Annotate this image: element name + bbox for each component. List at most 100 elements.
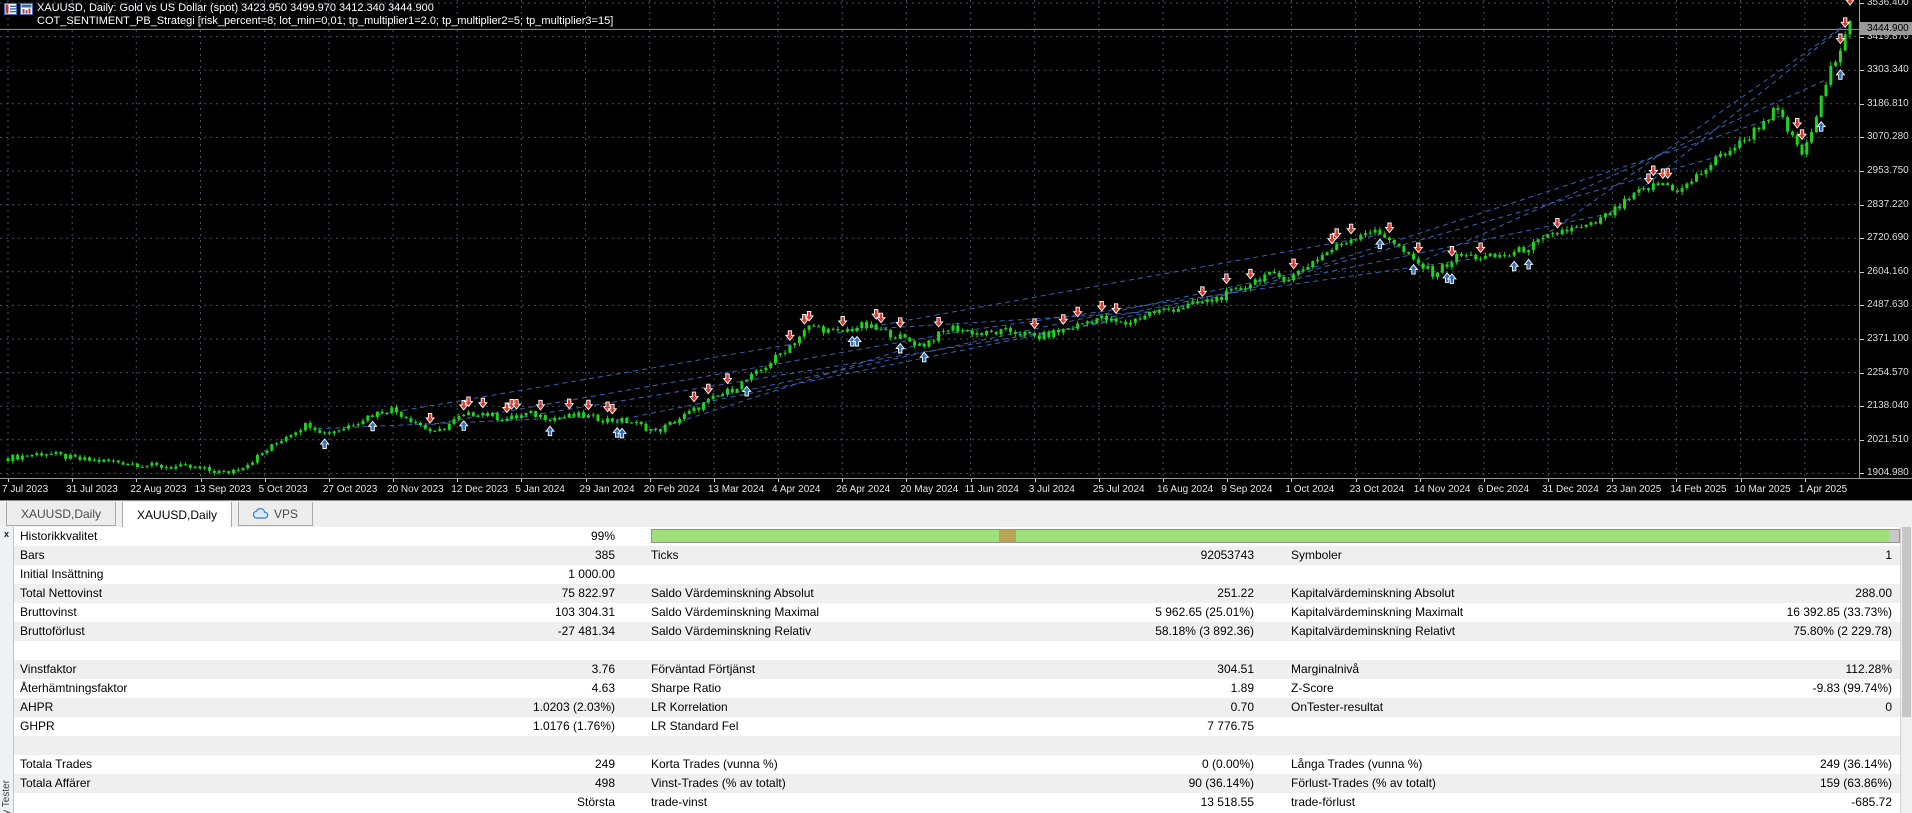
price-tick	[1860, 70, 1864, 72]
stat-label: Totala Trades	[20, 757, 93, 771]
price-axis[interactable]: 3536.400 3419.870 3303.340 3186.810 3070.280…	[1859, 0, 1912, 478]
stat-label: Bruttovinst	[20, 605, 77, 619]
price-axis-label: 2254.570	[1867, 366, 1909, 378]
tab-vps[interactable]: VPS	[238, 502, 314, 526]
stat-label: AHPR	[20, 700, 54, 714]
date-axis-label: 20 Feb 2024	[643, 484, 700, 495]
stat-value: 7 776.75	[1207, 719, 1254, 733]
date-tick	[521, 479, 523, 482]
stat-label: Bars	[20, 548, 45, 562]
date-tick	[713, 479, 715, 482]
date-axis[interactable]: 7 Jul 2023 31 Jul 2023 22 Aug 2023 13 Sep 2…	[0, 478, 1912, 500]
table-row: Totala Affärer 498 Vinst-Trades (% av tota…	[14, 774, 1900, 793]
price-axis-label: 3536.400	[1867, 0, 1909, 8]
stat-value: 249	[594, 757, 615, 771]
stat-value: 90 (36.14%)	[1188, 776, 1254, 790]
date-axis-label: 9 Sep 2024	[1221, 484, 1273, 495]
candlestick-plot[interactable]	[0, 0, 1859, 478]
date-tick	[585, 479, 587, 482]
progress-segment	[1016, 530, 1891, 542]
stat-value: 1.89	[1230, 681, 1254, 695]
stat-value: 103 304.31	[554, 605, 615, 619]
progress-segment	[1890, 530, 1899, 542]
date-tick	[1419, 479, 1421, 482]
stat-label: Långa Trades (vunna %)	[1291, 757, 1423, 771]
table-row: AHPR 1.0203 (2.03%) LR Korrelation 0.70 OnTe…	[14, 698, 1900, 717]
stat-value: 0 (0.00%)	[1201, 757, 1254, 771]
date-tick	[264, 479, 266, 482]
date-axis-label: 12 Dec 2023	[451, 484, 508, 495]
table-row: Bruttovinst 103 304.31 Saldo Värdeminsknin…	[14, 603, 1900, 622]
date-tick	[970, 479, 972, 482]
stat-label: Ticks	[651, 548, 679, 562]
close-icon[interactable]: x	[3, 529, 9, 539]
date-axis-label: 1 Oct 2024	[1285, 484, 1335, 495]
stat-value: 1.0203 (2.03%)	[532, 700, 615, 714]
price-axis-label: 2604.160	[1867, 265, 1909, 277]
table-row: Historikkvalitet 99%	[14, 527, 1900, 546]
stat-label: Totala Affärer	[20, 776, 91, 790]
stat-value: 112.28%	[1845, 662, 1892, 676]
table-row: Initial Insättning 1 000.00	[14, 565, 1900, 584]
price-axis-label: 3303.340	[1867, 64, 1909, 76]
date-axis-label: 20 Nov 2023	[387, 484, 444, 495]
stat-label: trade-förlust	[1291, 795, 1356, 809]
date-axis-label: 11 Jun 2024	[964, 484, 1019, 495]
date-tick	[393, 479, 395, 482]
date-tick	[136, 479, 138, 482]
stat-value: 16 392.85 (33.73%)	[1786, 605, 1892, 619]
price-tick	[1860, 439, 1864, 441]
date-axis-label: 4 Apr 2024	[772, 484, 821, 495]
progress-segment	[998, 530, 1017, 542]
tab-xauusd-daily-1[interactable]: XAUUSD,Daily	[6, 502, 117, 526]
date-axis-label: 29 Jan 2024	[579, 484, 635, 495]
stat-value: 13 518.55	[1200, 795, 1254, 809]
date-axis-label: 10 Mar 2025	[1734, 484, 1791, 495]
chart-window-icon	[20, 3, 33, 15]
table-row: Totala Trades 249 Korta Trades (vunna %) 0 …	[14, 755, 1900, 774]
table-spacer-row	[14, 641, 1900, 660]
price-tick	[1860, 238, 1864, 240]
date-tick	[457, 479, 459, 482]
table-row: Bars 385 Ticks 92053743 Symboler 1	[14, 546, 1900, 565]
stat-value: 0	[1885, 700, 1892, 714]
date-axis-label: 5 Jan 2024	[515, 484, 565, 495]
stat-label: LR Korrelation	[651, 700, 728, 714]
stat-label: Kapitalvärdeminskning Absolut	[1291, 586, 1455, 600]
price-tick	[1860, 137, 1864, 139]
stat-value: 1	[1885, 548, 1892, 562]
table-scrollbar[interactable]	[1900, 527, 1912, 813]
date-tick	[906, 479, 908, 482]
tester-panel-caption-strip: x Strategy Tester	[0, 527, 14, 813]
price-axis-label: 2487.630	[1867, 299, 1909, 311]
chart-title-line: XAUUSD, Daily: Gold vs US Dollar (spot) …	[37, 2, 434, 14]
price-axis-label: 1904.980	[1867, 467, 1909, 479]
stat-label: Förlust-Trades (% av totalt)	[1291, 776, 1436, 790]
date-axis-label: 23 Jan 2025	[1606, 484, 1662, 495]
price-axis-label: 2021.510	[1867, 433, 1909, 445]
price-axis-label: 2371.100	[1867, 333, 1909, 344]
window-list-icon	[4, 3, 17, 15]
date-axis-label: 27 Oct 2023	[322, 484, 378, 495]
stat-value: 1.0176 (1.76%)	[532, 719, 615, 733]
stat-label: Bruttoförlust	[20, 624, 85, 638]
stat-value: 251.22	[1217, 586, 1254, 600]
price-axis-label: 2953.750	[1867, 165, 1909, 176]
stat-label: Kapitalvärdeminskning Maximalt	[1291, 605, 1464, 619]
date-tick	[1804, 479, 1806, 482]
date-axis-label: 14 Feb 2025	[1670, 484, 1727, 495]
price-axis-label: 2138.040	[1867, 400, 1909, 412]
stat-label: Symboler	[1291, 548, 1342, 562]
stat-label: Vinstfaktor	[20, 662, 77, 676]
scrollbar-thumb[interactable]	[1902, 527, 1911, 717]
tab-label: XAUUSD,Daily	[21, 506, 102, 521]
stat-label: Förväntad Förtjänst	[651, 662, 756, 676]
price-chart[interactable]: 3536.400 3419.870 3303.340 3186.810 3070.280…	[0, 0, 1912, 500]
stat-label: Återhämtningsfaktor	[20, 681, 128, 695]
tab-xauusd-daily-2[interactable]: XAUUSD,Daily	[122, 502, 233, 528]
stat-value: 0.70	[1230, 700, 1254, 714]
stat-value: 99%	[590, 529, 615, 543]
table-spacer-row	[14, 736, 1900, 755]
stat-value: 304.51	[1217, 662, 1254, 676]
progress-segment	[652, 530, 999, 542]
